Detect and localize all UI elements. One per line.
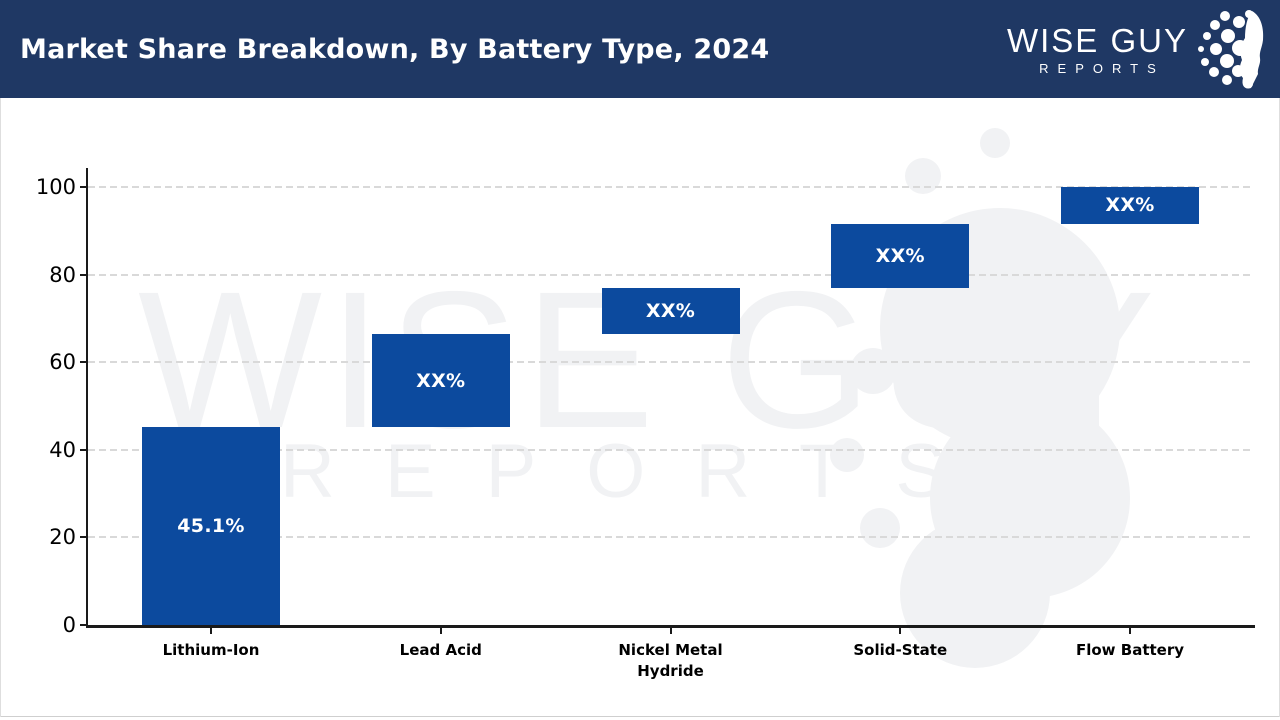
x-tick-mark (439, 627, 442, 634)
logo-text: WISE GUY REPORTS (1007, 24, 1188, 76)
x-axis-spine (86, 625, 1255, 628)
x-tick-label: Lithium-Ion (162, 641, 260, 659)
chart-area: WISE GUY REPORTS 45.1% XX% XX% XX% XX% 0 20 40… (0, 98, 1280, 720)
y-tick-label: 40 (49, 437, 76, 462)
x-tick-mark (210, 627, 212, 634)
bar-value-label: XX% (875, 244, 925, 267)
gridline-40 (88, 448, 1253, 451)
header: Market Share Breakdown, By Battery Type,… (0, 0, 1280, 98)
bar-value-label: 45.1% (177, 515, 245, 538)
watermark-dot (980, 128, 1010, 158)
y-tick-mark (80, 448, 88, 451)
gridline-100 (88, 186, 1253, 188)
left-rule (0, 98, 1, 717)
gridline-60 (88, 361, 1253, 364)
x-tick-label: Flow Battery (1075, 641, 1185, 659)
y-tick-label: 0 (62, 613, 76, 637)
y-tick-mark (80, 273, 88, 276)
y-tick-mark (80, 536, 88, 539)
bottom-rule (0, 716, 1280, 717)
bar-value-label: XX% (416, 369, 466, 392)
y-tick-label: 100 (35, 175, 76, 199)
gridline-20 (88, 536, 1253, 539)
y-tick-mark (80, 186, 88, 188)
x-tick-label: Lead Acid (399, 641, 482, 659)
y-tick-mark (80, 624, 88, 626)
bar-flow-battery: XX% (1061, 187, 1199, 224)
page-title: Market Share Breakdown, By Battery Type,… (20, 33, 770, 65)
bar-lithium-ion: 45.1% (142, 427, 280, 625)
y-tick-label: 80 (49, 262, 76, 287)
head-profile-icon (1194, 9, 1264, 91)
y-axis-spine (86, 168, 88, 627)
plot-area: 45.1% XX% XX% XX% XX% (88, 170, 1253, 625)
bar-solid-state: XX% (831, 223, 970, 288)
logo-subtitle: REPORTS (1039, 60, 1165, 76)
bar-nickel-metal-hydride: XX% (601, 287, 740, 335)
x-tick-mark (899, 627, 902, 634)
wiseguy-logo: WISE GUY REPORTS (1007, 6, 1264, 94)
y-tick-label: 20 (49, 525, 76, 550)
x-tick-mark (669, 627, 672, 634)
x-tick-label: Nickel Metal Hydride (618, 641, 723, 680)
bar-value-label: XX% (645, 299, 696, 322)
logo-wordmark: WISE GUY (1006, 22, 1188, 60)
y-tick-mark (80, 361, 88, 364)
x-tick-label: Solid-State (853, 641, 948, 659)
bar-lead-acid: XX% (371, 334, 510, 428)
gridline-80 (88, 273, 1253, 276)
x-tick-mark (1129, 627, 1131, 634)
y-tick-label: 60 (49, 350, 76, 375)
bar-value-label: XX% (1105, 194, 1155, 217)
